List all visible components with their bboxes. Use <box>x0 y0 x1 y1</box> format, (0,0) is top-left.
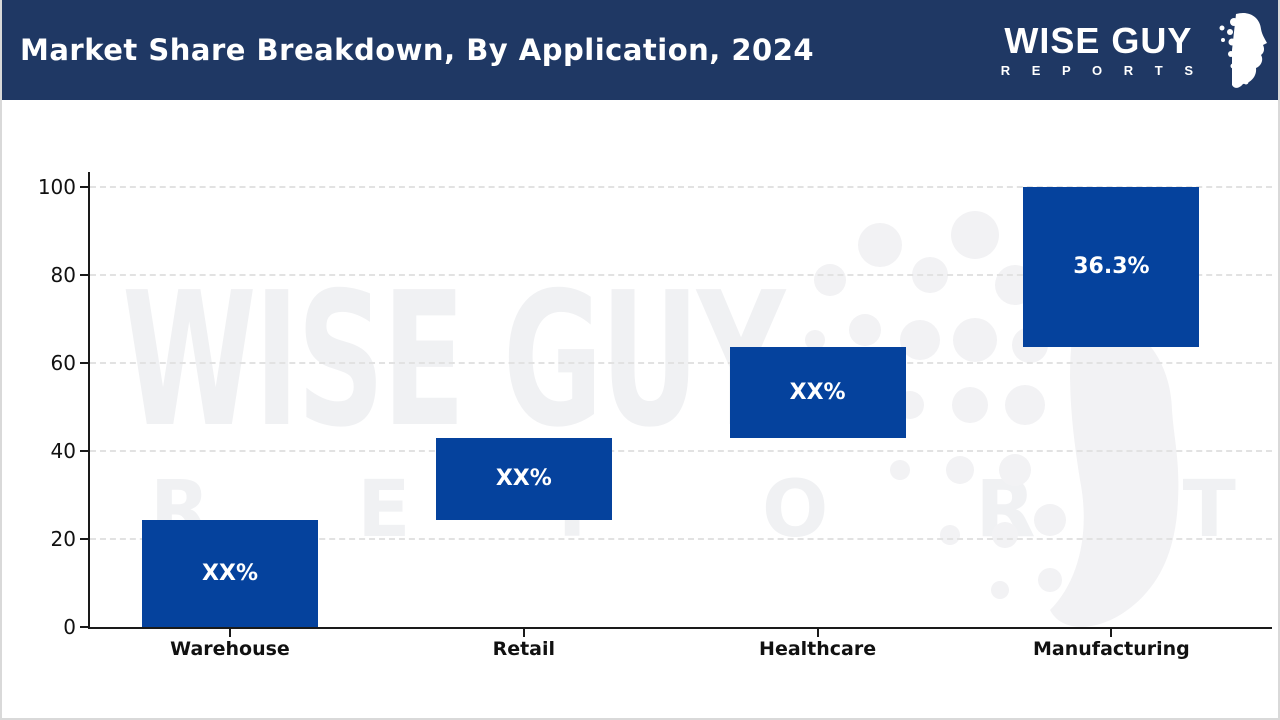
y-gridline <box>90 362 1272 364</box>
y-tick <box>80 274 88 276</box>
bar-retail: XX% <box>435 438 612 520</box>
y-gridline <box>90 538 1272 540</box>
x-label-retail: Retail <box>492 638 556 660</box>
bar-manufacturing: 36.3% <box>1023 187 1200 347</box>
x-tick <box>1110 629 1113 637</box>
bar-value-label: XX% <box>789 379 846 405</box>
bar-healthcare: XX% <box>729 346 906 439</box>
x-label-warehouse: Warehouse <box>170 638 290 660</box>
x-tick <box>816 629 819 637</box>
bar-warehouse: XX% <box>142 519 318 627</box>
brand-subname: R E P O R T S <box>1000 63 1202 78</box>
y-gridline <box>90 450 1272 452</box>
y-tick-label: 80 <box>50 263 76 287</box>
x-label-healthcare: Healthcare <box>759 638 877 660</box>
y-tick <box>80 186 88 188</box>
brand-logo-text: WISE GUY R E P O R T S <box>995 20 1202 78</box>
x-label-manufacturing: Manufacturing <box>1033 638 1190 660</box>
header-bar: Market Share Breakdown, By Application, … <box>0 0 1280 100</box>
bar-value-label: XX% <box>202 560 258 586</box>
y-gridline <box>90 186 1272 188</box>
y-tick-label: 100 <box>37 175 76 199</box>
y-tick-label: 0 <box>63 615 76 639</box>
logo-face-icon <box>1219 12 1267 88</box>
y-tick <box>80 538 88 540</box>
y-tick <box>80 450 88 452</box>
y-axis-line <box>88 172 90 629</box>
y-tick-label: 40 <box>50 439 76 463</box>
bar-value-label: XX% <box>495 466 552 492</box>
x-axis-line <box>88 627 1272 629</box>
bar-value-label: 36.3% <box>1073 254 1150 280</box>
y-tick <box>80 362 88 364</box>
y-tick-label: 60 <box>50 351 76 375</box>
x-tick <box>229 629 231 637</box>
x-tick <box>522 629 525 637</box>
y-gridline <box>90 274 1272 276</box>
brand-logo: WISE GUY R E P O R T S <box>995 6 1268 94</box>
y-tick <box>80 626 88 628</box>
y-tick-label: 20 <box>50 527 76 551</box>
brand-name: WISE GUY <box>1004 20 1193 61</box>
page-title: Market Share Breakdown, By Application, … <box>20 33 815 67</box>
